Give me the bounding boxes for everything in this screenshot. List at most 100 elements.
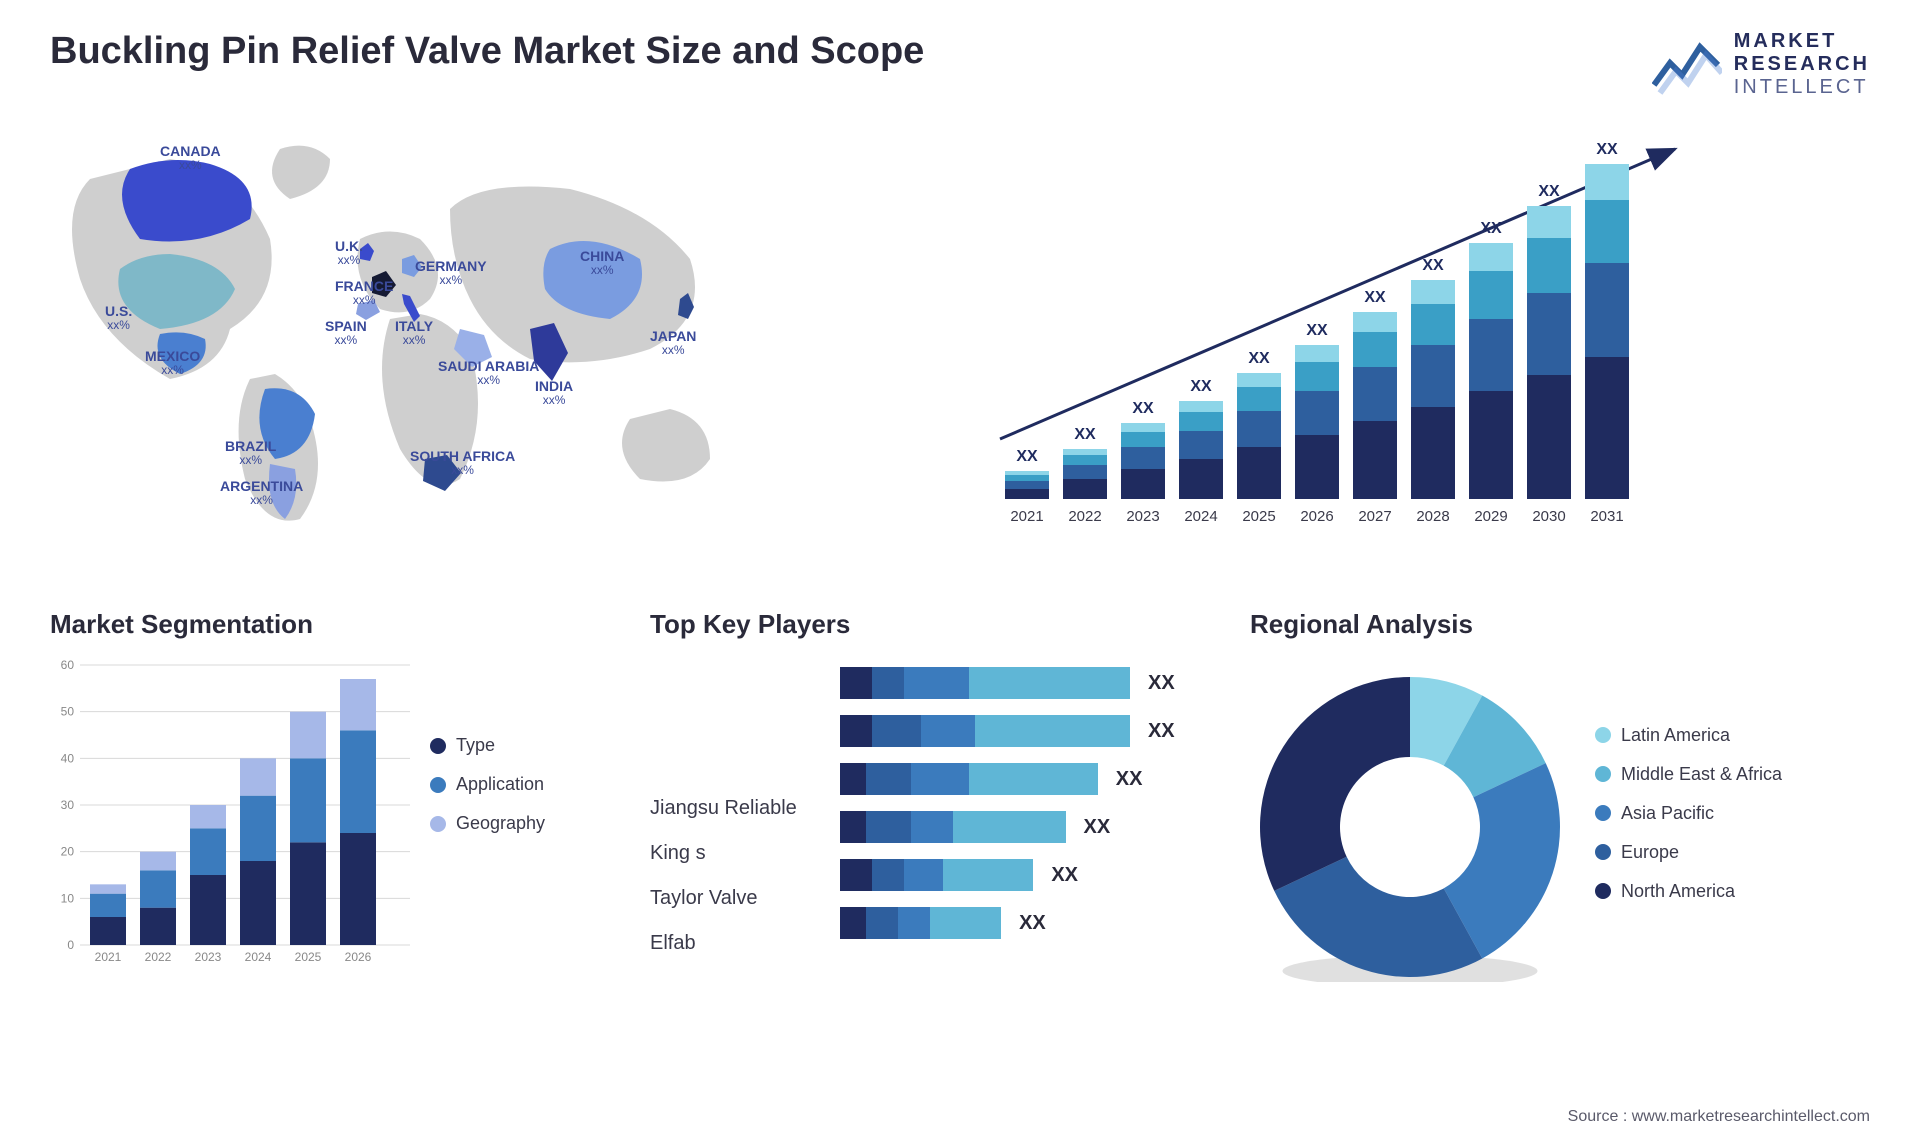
legend-label: Geography [456,813,545,834]
source-text: Source : www.marketresearchintellect.com [1568,1108,1870,1126]
map-label: ITALYxx% [395,319,433,348]
player-bar [840,859,1033,891]
svg-text:20: 20 [61,845,75,859]
players-bars: XX XX XX XX XX XX [840,655,1210,953]
legend-item: Application [430,774,610,795]
svg-text:2022: 2022 [145,950,172,964]
legend-item: Latin America [1595,725,1870,746]
segmentation-title: Market Segmentation [50,609,610,640]
segmentation-panel: Market Segmentation 0 10 20 30 40 50 60 2021 202… [50,609,610,989]
player-bar [840,715,1130,747]
legend-dot-icon [430,816,446,832]
svg-text:2029: 2029 [1474,508,1507,525]
svg-text:2028: 2028 [1416,508,1449,525]
player-value: XX [1019,912,1046,935]
map-label: MEXICOxx% [145,349,200,378]
map-label: BRAZILxx% [225,439,276,468]
legend-dot-icon [430,777,446,793]
logo-line-3: INTELLECT [1734,76,1870,99]
map-label: JAPANxx% [650,329,696,358]
svg-text:40: 40 [61,751,75,765]
legend-item: Type [430,735,610,756]
world-map-panel: CANADAxx% U.S.xx% MEXICOxx% BRAZILxx% ARGENT… [50,119,945,569]
svg-text:XX: XX [1596,141,1618,158]
svg-text:XX: XX [1132,400,1154,417]
legend-item: Asia Pacific [1595,803,1870,824]
player-bar [840,907,1001,939]
legend-label: Type [456,735,495,756]
player-bar [840,811,1066,843]
player-bar-row: XX [840,857,1210,893]
legend-dot-icon [430,738,446,754]
regional-legend: Latin America Middle East & Africa Asia Pa… [1595,725,1870,920]
svg-text:XX: XX [1248,350,1270,367]
map-label: U.S.xx% [105,304,132,333]
svg-text:2024: 2024 [1184,508,1217,525]
svg-text:2026: 2026 [1300,508,1333,525]
growth-chart-panel: XX2021XX2022XX2023XX2024XX2025XX2026XX20… [975,119,1870,569]
brand-logo: MARKET RESEARCH INTELLECT [1652,30,1870,99]
player-value: XX [1084,816,1111,839]
svg-text:2023: 2023 [1126,508,1159,525]
legend-label: Europe [1621,842,1679,863]
player-bar-row: XX [840,761,1210,797]
svg-text:2031: 2031 [1590,508,1623,525]
player-value: XX [1148,720,1175,743]
svg-text:0: 0 [67,938,74,952]
svg-text:30: 30 [61,798,75,812]
player-bar [840,763,1098,795]
player-name: King s [650,842,830,865]
map-label: CHINAxx% [580,249,624,278]
svg-text:2024: 2024 [245,950,272,964]
svg-text:XX: XX [1364,289,1386,306]
svg-text:XX: XX [1538,183,1560,200]
regional-donut-chart [1250,662,1570,982]
legend-item: North America [1595,881,1870,902]
svg-text:2022: 2022 [1068,508,1101,525]
player-name: Elfab [650,932,830,955]
legend-label: Middle East & Africa [1621,764,1782,785]
legend-dot-icon [1595,766,1611,782]
svg-text:2021: 2021 [95,950,122,964]
map-label: CANADAxx% [160,144,221,173]
map-label: INDIAxx% [535,379,573,408]
legend-dot-icon [1595,844,1611,860]
svg-text:2026: 2026 [345,950,372,964]
player-bar-row: XX [840,905,1210,941]
players-title: Top Key Players [650,609,1210,640]
player-bar [840,667,1130,699]
map-label: FRANCExx% [335,279,393,308]
map-label: SAUDI ARABIAxx% [438,359,539,388]
map-label: ARGENTINAxx% [220,479,303,508]
player-name: Jiangsu Reliable [650,797,830,820]
regional-title: Regional Analysis [1250,609,1870,640]
map-label: SOUTH AFRICAxx% [410,449,515,478]
legend-item: Geography [430,813,610,834]
player-bar-row: XX [840,809,1210,845]
logo-line-1: MARKET [1734,30,1870,53]
legend-label: North America [1621,881,1735,902]
logo-line-2: RESEARCH [1734,53,1870,76]
svg-text:XX: XX [1074,426,1096,443]
svg-text:2023: 2023 [195,950,222,964]
player-value: XX [1148,672,1175,695]
logo-mark-icon [1652,35,1722,95]
legend-dot-icon [1595,805,1611,821]
svg-text:XX: XX [1306,322,1328,339]
segmentation-chart: 0102030405060202120222023202420252026 [50,655,410,975]
legend-dot-icon [1595,727,1611,743]
players-labels: Jiangsu ReliableKing sTaylor ValveElfab [650,655,830,977]
segmentation-legend: Type Application Geography [430,655,610,989]
player-value: XX [1051,864,1078,887]
svg-text:XX: XX [1422,257,1444,274]
player-bar-row: XX [840,665,1210,701]
svg-text:60: 60 [61,658,75,672]
regional-panel: Regional Analysis Latin America Middle Ea… [1250,609,1870,989]
svg-text:2030: 2030 [1532,508,1565,525]
svg-text:10: 10 [61,891,75,905]
legend-label: Asia Pacific [1621,803,1714,824]
player-value: XX [1116,768,1143,791]
svg-text:50: 50 [61,705,75,719]
legend-label: Latin America [1621,725,1730,746]
legend-item: Europe [1595,842,1870,863]
